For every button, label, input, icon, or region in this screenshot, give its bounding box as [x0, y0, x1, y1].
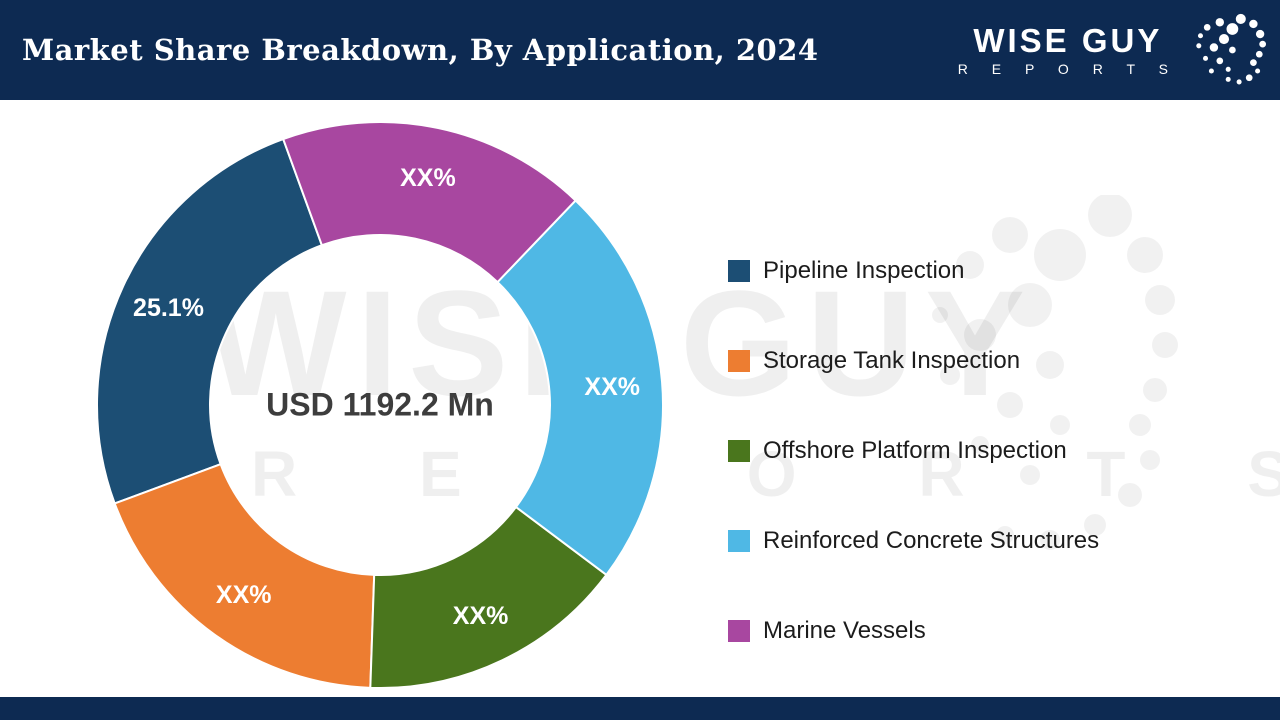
legend-item-pipeline-inspection[interactable]: Pipeline Inspection	[728, 257, 1099, 285]
segment-label-marine-vessels: XX%	[400, 164, 456, 192]
legend-swatch-storage-tank-inspection	[728, 350, 750, 372]
segment-label-pipeline-inspection: 25.1%	[133, 294, 204, 322]
chart-legend: Pipeline Inspection Storage Tank Inspecti…	[728, 257, 1099, 645]
header-bar: Market Share Breakdown, By Application, …	[0, 0, 1280, 100]
logo-subtext: R E P O R T S	[957, 61, 1178, 77]
wiseguy-logo: WISE GUY R E P O R T S	[958, 6, 1266, 94]
donut-segment-reinforced-concrete-structures[interactable]	[496, 199, 664, 577]
background-head-watermark	[932, 195, 1178, 550]
legend-label-marine-vessels: Marine Vessels	[763, 617, 926, 644]
segment-label-offshore-platform-inspection: XX%	[453, 602, 509, 630]
legend-swatch-pipeline-inspection	[728, 260, 750, 282]
watermark-subtext: R E P O R T S	[251, 438, 1280, 510]
donut-segment-pipeline-inspection[interactable]	[96, 137, 324, 505]
legend-label-storage-tank-inspection: Storage Tank Inspection	[763, 347, 1021, 374]
chart-center-value: USD 1192.2 Mn	[266, 386, 494, 423]
segment-label-reinforced-concrete-structures: XX%	[584, 373, 640, 401]
page-title: Market Share Breakdown, By Application, …	[22, 33, 819, 67]
legend-label-offshore-platform-inspection: Offshore Platform Inspection	[763, 437, 1067, 464]
donut-segment-storage-tank-inspection[interactable]	[113, 462, 376, 689]
legend-label-pipeline-inspection: Pipeline Inspection	[763, 257, 965, 284]
legend-item-storage-tank-inspection[interactable]: Storage Tank Inspection	[728, 347, 1099, 375]
legend-item-offshore-platform-inspection[interactable]: Offshore Platform Inspection	[728, 437, 1099, 465]
legend-item-marine-vessels[interactable]: Marine Vessels	[728, 617, 1099, 645]
legend-swatch-reinforced-concrete-structures	[728, 530, 750, 552]
legend-swatch-marine-vessels	[728, 620, 750, 642]
legend-label-reinforced-concrete-structures: Reinforced Concrete Structures	[763, 527, 1100, 554]
wiseguy-logo-text: WISE GUY R E P O R T S	[958, 24, 1178, 76]
legend-item-reinforced-concrete-structures[interactable]: Reinforced Concrete Structures	[728, 527, 1099, 555]
donut-chart-area: 25.1% XX% XX% XX% XX% USD 1192.2 Mn	[90, 115, 670, 695]
donut-segment-marine-vessels[interactable]	[281, 121, 578, 284]
legend-swatch-offshore-platform-inspection	[728, 440, 750, 462]
footer-bar	[0, 697, 1280, 720]
segment-label-storage-tank-inspection: XX%	[216, 581, 272, 609]
logo-wordmark: WISE GUY	[973, 22, 1163, 59]
donut-chart[interactable]: 25.1% XX% XX% XX% XX%	[90, 115, 670, 695]
head-profile-dots-icon	[1196, 13, 1266, 85]
